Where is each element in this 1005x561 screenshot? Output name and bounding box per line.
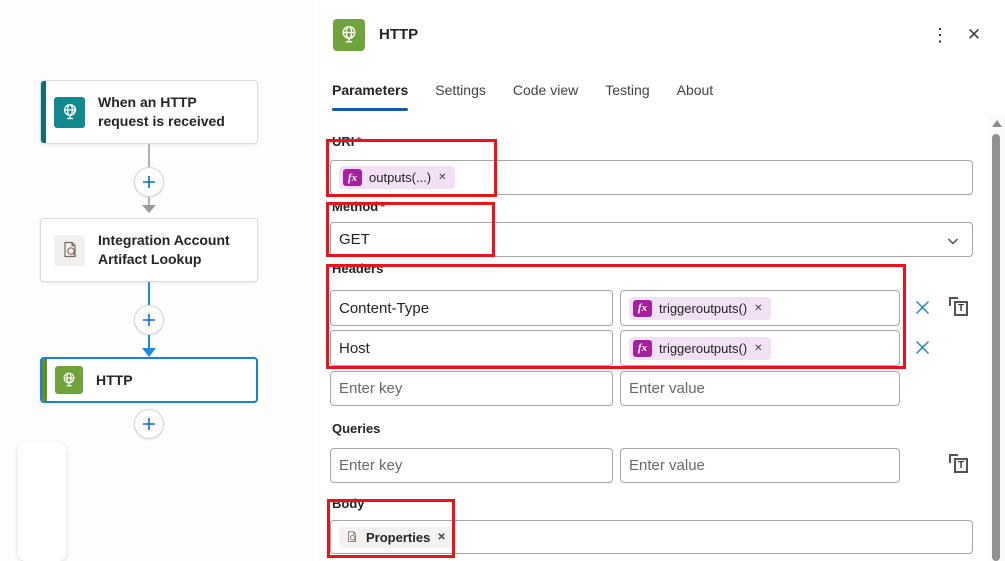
connector-line	[148, 144, 150, 168]
header-value-token[interactable]: fx triggeroutputs() ✕	[629, 336, 771, 360]
header-key-field[interactable]	[339, 339, 604, 357]
header-value-field[interactable]	[629, 380, 891, 397]
http-request-trigger-icon	[54, 96, 85, 128]
method-label: Method *	[332, 199, 386, 214]
panel-scrollbar[interactable]	[988, 113, 1005, 561]
scrollbar-thumb[interactable]	[992, 134, 1000, 561]
header-new-key-input[interactable]	[330, 371, 613, 406]
uri-input[interactable]: fx outputs(...) ✕	[330, 160, 973, 195]
node-http-selected[interactable]: HTTP	[40, 357, 258, 403]
tab-testing[interactable]: Testing	[605, 82, 649, 111]
header-new-value-input[interactable]	[620, 371, 900, 406]
header-key-field[interactable]	[339, 299, 604, 317]
token-label: Properties	[366, 529, 431, 545]
text-mode-ghost	[949, 297, 958, 306]
token-label: triggeroutputs()	[659, 340, 748, 356]
queries-text-mode-icon[interactable]: T	[949, 454, 971, 476]
delete-header-row-icon[interactable]	[913, 299, 931, 317]
integration-account-lookup-icon	[54, 234, 85, 266]
connector-arrow-icon	[142, 205, 156, 213]
body-properties-token[interactable]: Properties ✕	[339, 526, 454, 548]
node-label: When an HTTP request is received	[98, 94, 225, 129]
method-value: GET	[339, 231, 370, 248]
chevron-down-icon[interactable]	[946, 234, 960, 253]
header-key-field[interactable]	[339, 380, 604, 397]
node-integration-account-artifact-lookup[interactable]: Integration Account Artifact Lookup	[40, 218, 258, 282]
header-value-input[interactable]: fx triggeroutputs() ✕	[620, 330, 900, 366]
header-key-input[interactable]	[330, 290, 613, 326]
http-globe-icon	[333, 19, 365, 51]
workflow-canvas[interactable]: When an HTTP request is received Integra…	[0, 0, 315, 561]
close-icon[interactable]: ✕	[961, 22, 987, 48]
text-mode-ghost	[949, 454, 958, 463]
headers-text-mode-icon[interactable]: T	[949, 297, 971, 319]
node-label: Integration Account Artifact Lookup	[98, 232, 230, 267]
body-input[interactable]: Properties ✕	[330, 520, 973, 554]
required-asterisk: *	[356, 134, 362, 149]
queries-label: Queries	[332, 421, 381, 436]
node-label: HTTP	[96, 371, 133, 388]
insert-step-button[interactable]	[134, 167, 164, 197]
connector-line-selected	[148, 335, 150, 349]
method-dropdown[interactable]: GET	[330, 222, 973, 257]
query-key-field[interactable]	[339, 457, 604, 474]
connector-line-selected	[148, 282, 150, 305]
required-asterisk: *	[380, 199, 386, 214]
panel-tabs: Parameters Settings Code view Testing Ab…	[332, 82, 713, 111]
delete-header-row-icon[interactable]	[913, 339, 931, 357]
panel-title: HTTP	[379, 26, 419, 43]
header-key-input[interactable]	[330, 330, 613, 366]
tab-parameters[interactable]: Parameters	[332, 82, 409, 111]
canvas-controls-card[interactable]	[18, 442, 66, 561]
fx-icon: fx	[633, 299, 652, 317]
node-accent-stripe	[41, 81, 46, 143]
token-label: outputs(...)	[369, 170, 432, 185]
uri-label: URI *	[332, 134, 362, 149]
http-globe-icon	[55, 366, 83, 394]
insert-step-button[interactable]	[134, 409, 164, 439]
headers-label: Headers	[332, 261, 384, 276]
fx-icon: fx	[633, 339, 652, 357]
tab-settings[interactable]: Settings	[435, 82, 486, 111]
header-value-token[interactable]: fx triggeroutputs() ✕	[629, 296, 771, 320]
plus-icon	[143, 314, 155, 326]
tab-code-view[interactable]: Code view	[513, 82, 578, 111]
tab-about[interactable]: About	[677, 82, 714, 111]
header-value-input[interactable]: fx triggeroutputs() ✕	[620, 290, 900, 326]
plus-icon	[143, 176, 155, 188]
token-remove-icon[interactable]: ✕	[438, 172, 447, 183]
insert-step-button[interactable]	[134, 305, 164, 335]
scroll-up-icon[interactable]	[992, 120, 1002, 127]
node-when-http-request-received[interactable]: When an HTTP request is received	[40, 80, 258, 144]
integration-account-lookup-icon	[348, 531, 357, 543]
connector-arrow-icon	[142, 348, 156, 357]
http-action-panel: HTTP ⋮ ✕ Parameters Settings Code view T…	[315, 0, 1005, 561]
uri-expression-token[interactable]: fx outputs(...) ✕	[339, 166, 455, 189]
query-value-input[interactable]	[620, 448, 900, 483]
connector-line	[148, 197, 150, 205]
fx-icon: fx	[343, 169, 362, 186]
node-accent-stripe	[42, 359, 47, 401]
token-remove-icon[interactable]: ✕	[437, 531, 446, 543]
query-key-input[interactable]	[330, 448, 613, 483]
token-label: triggeroutputs()	[659, 300, 748, 316]
token-remove-icon[interactable]: ✕	[754, 302, 763, 314]
token-remove-icon[interactable]: ✕	[754, 342, 763, 354]
more-actions-icon[interactable]: ⋮	[927, 22, 953, 48]
query-value-field[interactable]	[629, 457, 891, 474]
body-label: Body	[332, 496, 365, 511]
plus-icon	[143, 418, 155, 430]
